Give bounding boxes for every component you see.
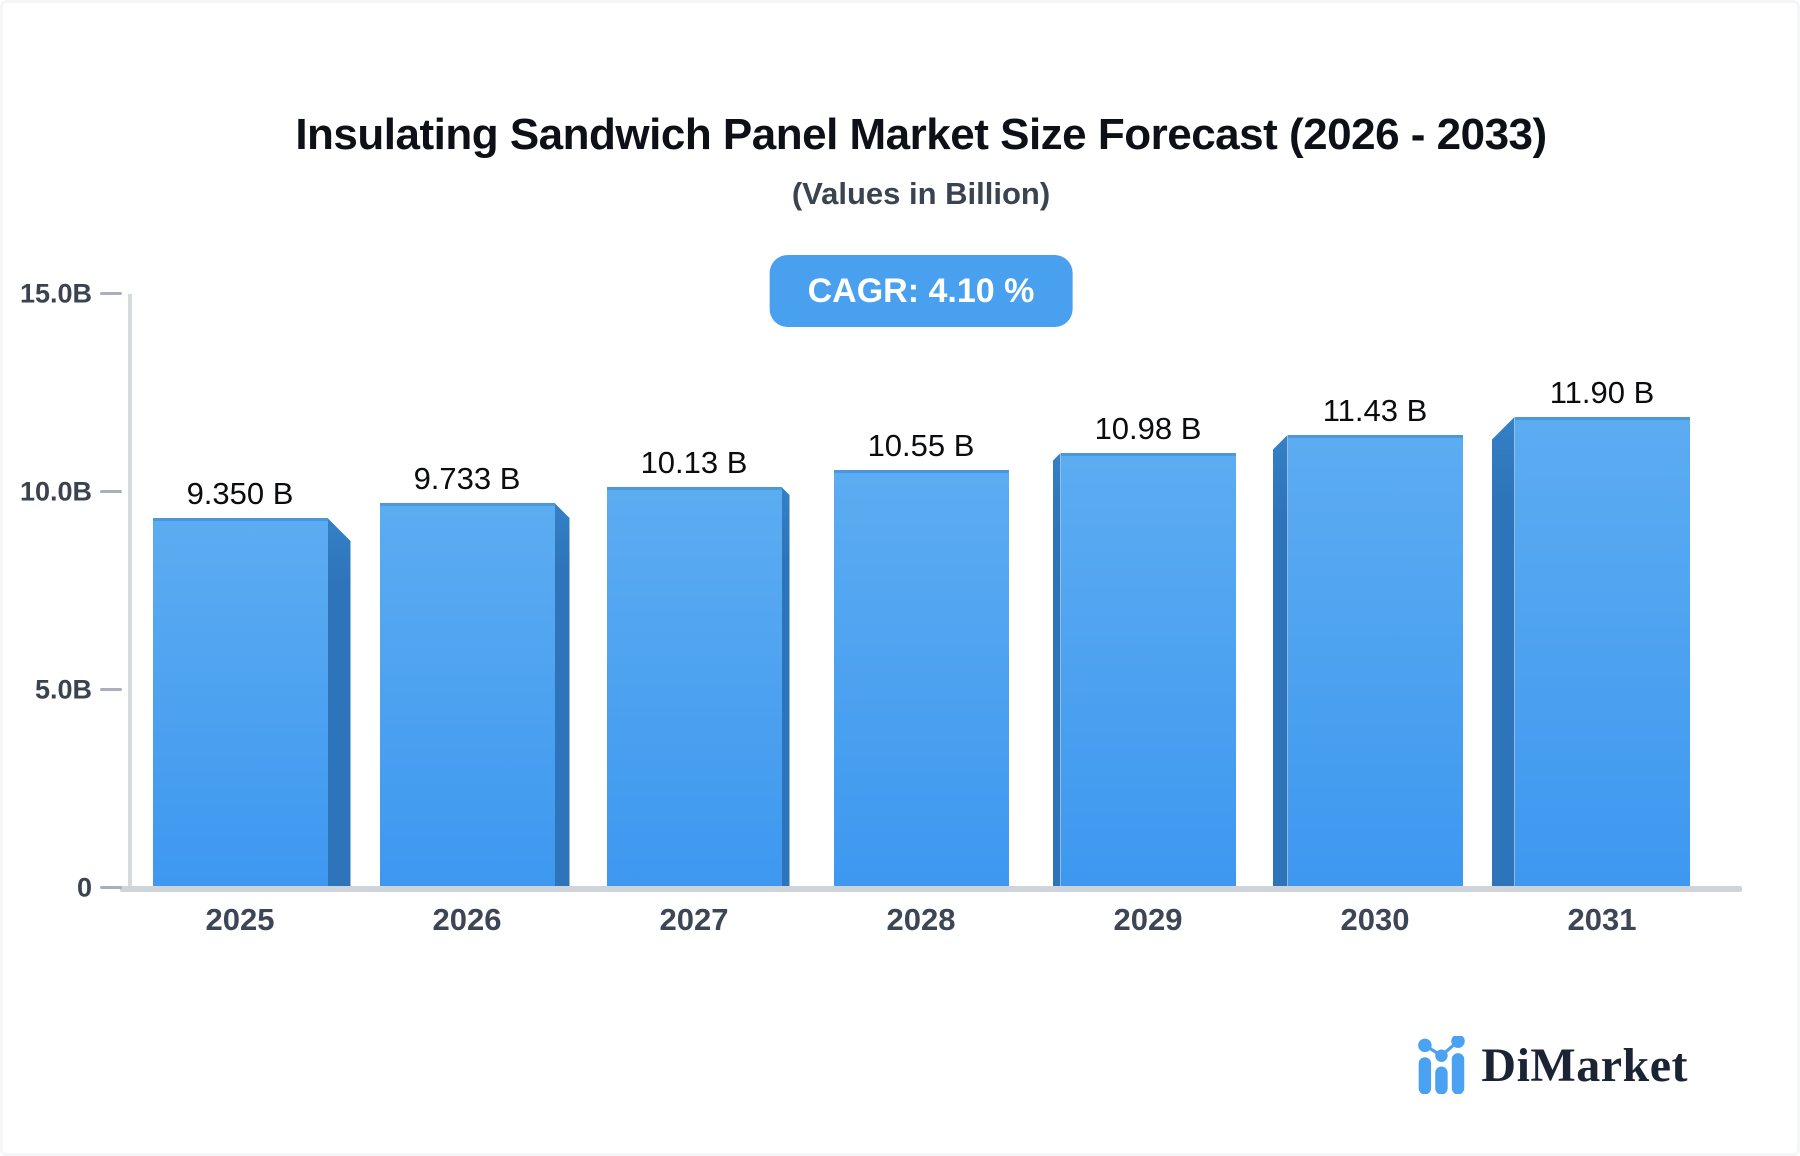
bar-side-2029 — [1052, 453, 1061, 886]
brand-logo: DiMarket — [1417, 1036, 1688, 1094]
y-axis-label: 15.0B — [19, 278, 92, 309]
cagr-badge: CAGR: 4.10 % — [769, 255, 1073, 327]
bar-2031 — [1514, 417, 1690, 886]
x-axis-label: 2031 — [1567, 902, 1637, 937]
bar-2027 — [606, 487, 782, 886]
chart-title: Insulating Sandwich Panel Market Size Fo… — [295, 110, 1547, 159]
y-axis-tick — [100, 688, 122, 691]
bar-2028 — [833, 470, 1009, 886]
x-axis-label: 2030 — [1340, 902, 1410, 937]
y-axis-tick — [100, 886, 122, 889]
bar-value-label: 10.55 B — [867, 428, 975, 463]
x-axis-label: 2027 — [659, 902, 729, 937]
y-axis-tick — [100, 490, 122, 493]
bar-side-2025 — [327, 518, 351, 886]
x-axis-label: 2029 — [1113, 902, 1183, 937]
y-axis-line — [128, 294, 132, 890]
bar-value-label: 10.13 B — [640, 445, 748, 480]
y-axis-label: 0 — [76, 872, 92, 903]
x-axis-baseline — [120, 886, 1742, 892]
y-axis-tick — [100, 292, 122, 295]
bar-side-2026 — [554, 503, 570, 886]
brand-logo-text: DiMarket — [1481, 1038, 1688, 1092]
bar-2025 — [152, 518, 328, 886]
bar-2029 — [1060, 453, 1236, 886]
x-axis-label: 2026 — [432, 902, 502, 937]
bar-2030 — [1287, 435, 1463, 886]
x-axis-label: 2028 — [886, 902, 956, 937]
y-axis-label: 5.0B — [34, 674, 92, 705]
bar-value-label: 11.43 B — [1322, 393, 1428, 428]
bar-value-label: 10.98 B — [1094, 411, 1202, 446]
chart-subtitle: (Values in Billion) — [791, 176, 1051, 211]
mini-bar-line-chart-icon — [1418, 1036, 1466, 1094]
bar-2026 — [379, 503, 555, 886]
bar-side-2027 — [781, 487, 790, 886]
bar-side-2031 — [1491, 417, 1515, 886]
y-axis-label: 10.0B — [19, 476, 92, 507]
bar-value-label: 11.90 B — [1549, 375, 1655, 410]
bar-value-label: 9.733 B — [413, 461, 521, 496]
bar-side-2030 — [1272, 435, 1288, 886]
x-axis-label: 2025 — [205, 902, 275, 937]
bar-value-label: 9.350 B — [186, 476, 294, 511]
